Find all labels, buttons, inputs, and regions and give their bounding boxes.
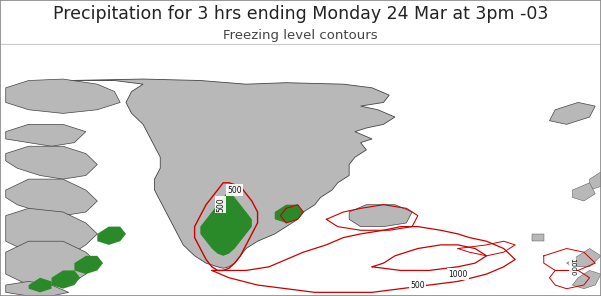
Polygon shape — [200, 190, 252, 256]
Polygon shape — [532, 234, 544, 241]
Polygon shape — [29, 278, 52, 292]
Polygon shape — [275, 205, 304, 223]
Polygon shape — [6, 241, 97, 285]
Text: 500: 500 — [227, 186, 242, 194]
Text: 1000: 1000 — [448, 270, 468, 279]
Polygon shape — [549, 102, 595, 124]
Polygon shape — [590, 172, 601, 190]
Polygon shape — [572, 183, 595, 201]
Text: 500: 500 — [216, 197, 225, 212]
Polygon shape — [69, 79, 395, 268]
Text: 1000: 1000 — [569, 258, 575, 276]
Polygon shape — [6, 208, 97, 256]
Polygon shape — [6, 79, 120, 113]
Text: Precipitation for 3 hrs ending Monday 24 Mar at 3pm -03: Precipitation for 3 hrs ending Monday 24… — [53, 5, 548, 23]
Text: Freezing level contours: Freezing level contours — [223, 29, 378, 42]
Polygon shape — [6, 146, 97, 179]
Polygon shape — [52, 271, 80, 289]
Polygon shape — [75, 256, 103, 274]
Polygon shape — [349, 205, 412, 227]
Text: 500: 500 — [410, 281, 425, 289]
Polygon shape — [6, 179, 97, 216]
Polygon shape — [97, 227, 126, 245]
Polygon shape — [6, 281, 69, 296]
Polygon shape — [572, 271, 601, 289]
Polygon shape — [567, 249, 601, 267]
Polygon shape — [6, 124, 86, 146]
